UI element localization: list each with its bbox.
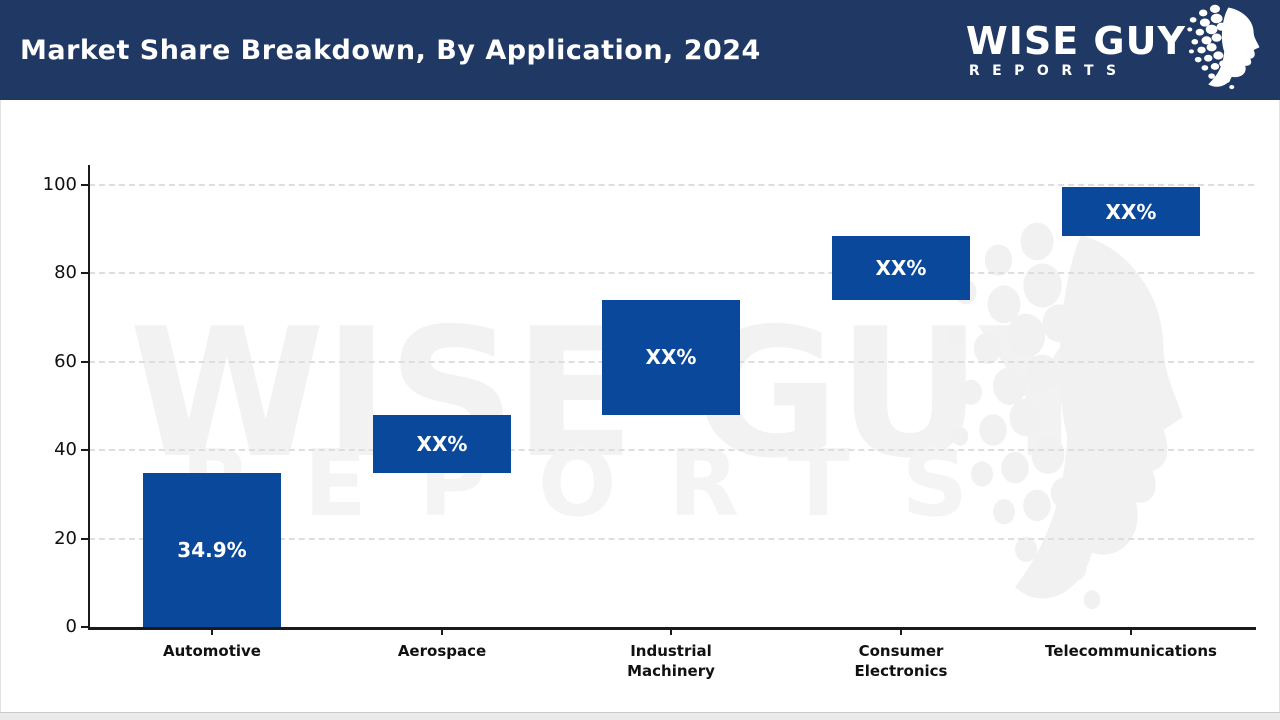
logo-text: WISE GUY REPORTS bbox=[966, 21, 1186, 79]
y-tick-0 bbox=[81, 626, 89, 628]
bar-value-label: XX% bbox=[875, 255, 927, 280]
logo-wordmark: WISE GUY bbox=[965, 19, 1186, 63]
bar-consumer-electronics: XX% bbox=[832, 235, 970, 300]
watermark-subtitle: REPORTS bbox=[181, 430, 1021, 537]
y-tick-label-20: 20 bbox=[54, 527, 77, 549]
y-tick-40 bbox=[81, 449, 89, 452]
footer-strip bbox=[0, 712, 1280, 720]
y-tick-label-0: 0 bbox=[65, 616, 77, 637]
category-label-0: Automotive bbox=[163, 642, 261, 660]
chart-area: WISE GUY REPORTS 0 20 40 60 80 100 34.9% Automo… bbox=[0, 100, 1280, 712]
x-tick-0 bbox=[211, 627, 213, 635]
wiseguy-logo: WISE GUY REPORTS bbox=[966, 2, 1262, 98]
bar-telecommunications: XX% bbox=[1062, 187, 1200, 236]
bar-value-label: XX% bbox=[645, 345, 697, 370]
header-bar: Market Share Breakdown, By Application, … bbox=[0, 0, 1280, 100]
bar-industrial-machinery: XX% bbox=[602, 299, 740, 415]
x-tick-4 bbox=[1130, 627, 1132, 635]
y-tick-100 bbox=[81, 184, 89, 186]
gridline-40 bbox=[89, 449, 1254, 452]
y-tick-label-60: 60 bbox=[54, 350, 77, 372]
category-label-2: Industrial Machinery bbox=[627, 642, 715, 680]
x-tick-3 bbox=[900, 627, 902, 635]
y-axis bbox=[88, 165, 90, 629]
y-tick-label-100: 100 bbox=[42, 174, 77, 195]
gridline-80 bbox=[89, 272, 1254, 275]
bar-automotive: 34.9% bbox=[143, 472, 281, 627]
y-tick-80 bbox=[81, 272, 89, 275]
logo-head-icon bbox=[1178, 2, 1262, 98]
category-label-1: Aerospace bbox=[397, 642, 487, 660]
bar-aerospace: XX% bbox=[373, 414, 511, 473]
x-axis bbox=[88, 627, 1256, 630]
category-label-3: Consumer Electronics bbox=[854, 642, 948, 680]
x-tick-2 bbox=[670, 627, 672, 635]
gridline-100 bbox=[89, 184, 1254, 186]
x-tick-1 bbox=[441, 627, 443, 635]
gridline-20 bbox=[89, 537, 1254, 540]
y-tick-20 bbox=[81, 537, 89, 540]
y-tick-label-80: 80 bbox=[54, 262, 77, 284]
bar-value-label: XX% bbox=[416, 431, 468, 456]
page-title: Market Share Breakdown, By Application, … bbox=[20, 34, 761, 66]
bar-value-label: XX% bbox=[1105, 199, 1157, 224]
bar-value-label: 34.9% bbox=[177, 537, 247, 562]
category-label-4: Telecommunications bbox=[1045, 642, 1217, 660]
y-tick-60 bbox=[81, 360, 89, 363]
y-tick-label-40: 40 bbox=[54, 439, 77, 461]
logo-subtitle: REPORTS bbox=[968, 63, 1129, 79]
